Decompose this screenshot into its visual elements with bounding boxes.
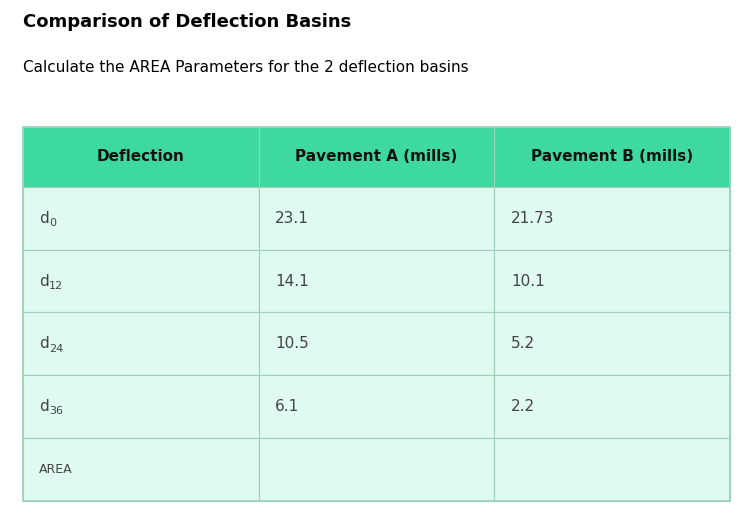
- Text: d: d: [39, 399, 49, 414]
- Text: 21.73: 21.73: [511, 211, 554, 226]
- Text: 24: 24: [49, 344, 63, 353]
- Text: Pavement A (mills): Pavement A (mills): [295, 149, 458, 165]
- Text: 6.1: 6.1: [275, 399, 300, 414]
- Text: 0: 0: [49, 218, 56, 228]
- Text: 10.1: 10.1: [511, 274, 544, 289]
- Text: Comparison of Deflection Basins: Comparison of Deflection Basins: [23, 13, 351, 31]
- Text: Deflection: Deflection: [96, 149, 184, 165]
- Text: 14.1: 14.1: [275, 274, 309, 289]
- Text: 23.1: 23.1: [275, 211, 309, 226]
- Text: Calculate the AREA Parameters for the 2 deflection basins: Calculate the AREA Parameters for the 2 …: [23, 60, 468, 75]
- Text: d: d: [39, 336, 49, 351]
- Text: 10.5: 10.5: [275, 336, 309, 351]
- Text: Pavement B (mills): Pavement B (mills): [532, 149, 694, 165]
- Text: d: d: [39, 211, 49, 226]
- Text: 12: 12: [49, 281, 63, 291]
- Text: 2.2: 2.2: [511, 399, 535, 414]
- Text: 36: 36: [49, 406, 63, 416]
- Text: d: d: [39, 274, 49, 289]
- Text: 5.2: 5.2: [511, 336, 535, 351]
- Text: AREA: AREA: [39, 463, 73, 476]
